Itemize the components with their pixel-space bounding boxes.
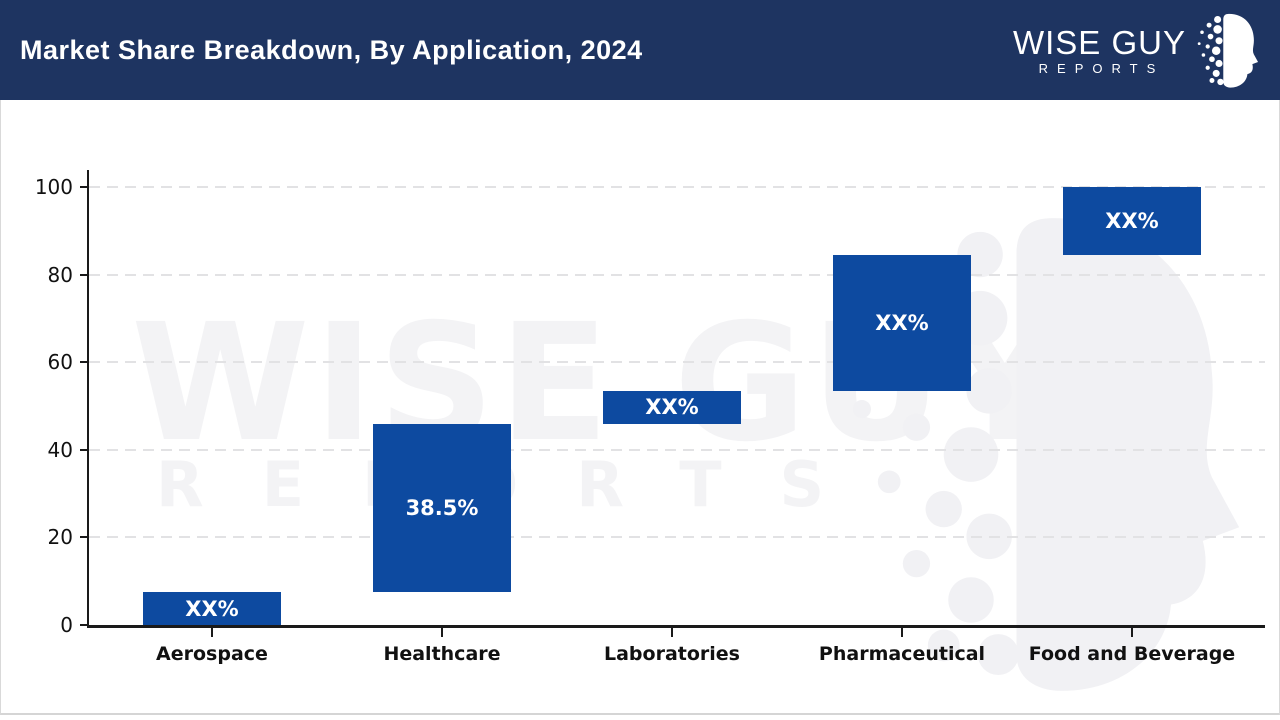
wise-guy-logo: WISE GUY REPORTS: [1013, 11, 1260, 89]
x-axis-label: Laboratories: [604, 643, 740, 665]
y-axis-tick-label: 100: [34, 175, 73, 199]
gridline: [89, 536, 1265, 539]
gridline: [89, 448, 1265, 451]
y-axis-tick-label: 60: [47, 350, 73, 375]
bar-pharmaceutical: XX%: [833, 254, 971, 391]
x-axis-label: Healthcare: [383, 643, 501, 665]
plot-area: 0 20 40 60 80 100 XX% Aerospace 38.5% Healthcare X…: [1, 100, 1279, 713]
gridline: [89, 361, 1265, 364]
logo-wordmark: WISE GUY REPORTS: [1013, 26, 1186, 75]
y-axis-tick: [80, 186, 89, 188]
y-axis-tick: [80, 536, 89, 539]
y-axis-tick: [80, 361, 89, 364]
y-axis-tick-label: 80: [47, 262, 73, 287]
bar-value-label: XX%: [185, 596, 239, 621]
x-axis-label: Aerospace: [156, 643, 268, 665]
watermark-head-icon: [852, 218, 1240, 691]
bar-value-label: XX%: [875, 310, 929, 335]
x-axis-line: [87, 625, 1265, 628]
y-axis-tick-label: 20: [47, 525, 73, 550]
gridline: [89, 273, 1265, 276]
y-axis-tick-label: 0: [60, 613, 73, 637]
logo-wordmark-line1: WISE GUY: [1012, 23, 1186, 61]
logo-head-icon: [1197, 13, 1259, 88]
bar-food-and-beverage: XX%: [1063, 187, 1201, 255]
bar-value-label: XX%: [1105, 208, 1159, 233]
x-axis-tick: [1131, 628, 1133, 637]
y-axis-line: [87, 170, 89, 628]
bar-laboratories: XX%: [603, 390, 741, 424]
bar-value-label: XX%: [645, 395, 699, 420]
x-axis-tick: [901, 628, 903, 637]
x-axis-label: Pharmaceutical: [818, 643, 986, 665]
x-axis-tick: [671, 628, 673, 637]
logo-wordmark-line2: REPORTS: [1038, 60, 1165, 76]
page-title: Market Share Breakdown, By Application, …: [20, 34, 643, 65]
y-axis-tick: [80, 624, 89, 626]
x-axis-tick: [211, 628, 213, 637]
bar-value-label: 38.5%: [405, 495, 479, 520]
header: Market Share Breakdown, By Application, …: [0, 0, 1280, 100]
y-axis-tick-label: 40: [47, 437, 73, 462]
bar-healthcare: 38.5%: [373, 423, 511, 593]
x-axis-label: Food and Beverage: [1028, 643, 1236, 665]
x-axis-tick: [441, 628, 443, 637]
chart-area: WISE GUY REPORTS 0 20 40 60 80 100 XX% Aerospac…: [0, 100, 1280, 715]
bar-aerospace: XX%: [143, 592, 281, 625]
gridline: [89, 186, 1265, 188]
y-axis-tick: [80, 448, 89, 451]
y-axis-tick: [80, 273, 89, 276]
